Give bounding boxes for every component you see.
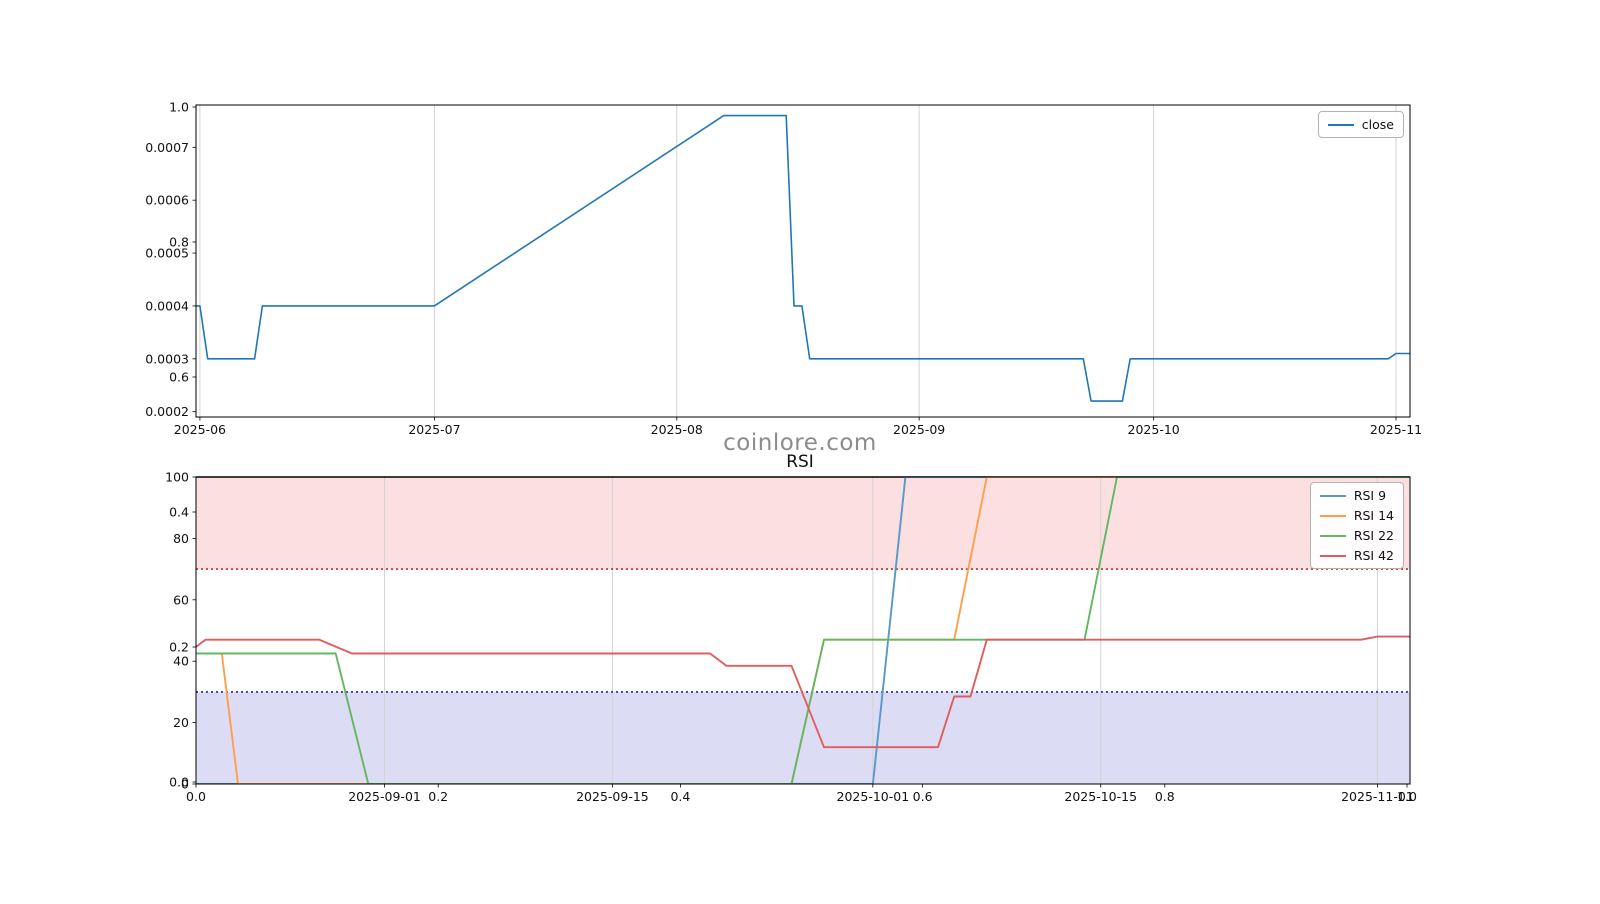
phantom-x-tick-label: 0.4	[670, 789, 690, 804]
legend-line-swatch	[1319, 554, 1346, 557]
x-tick-label: 2025-09-01	[348, 789, 421, 804]
legend-line-swatch	[1319, 534, 1346, 537]
chart-rsi: 2025-09-01 2025-09-15 2025-10-01 2025-10-15…	[165, 470, 1414, 805]
phantom-axis: 1.0 0.8 0.6 0.4 0.2 0.00.0 0.2 0.4 0.6 0.8 1.0	[169, 100, 1417, 805]
legend-price: close	[1317, 111, 1404, 138]
x-tick-label: 2025-08	[651, 422, 703, 437]
series-close	[196, 114, 1410, 402]
legend-rsi: RSI 9 RSI 14 RSI 22 RSI 42	[1309, 482, 1404, 569]
y-tick-label: 40	[173, 654, 189, 669]
legend-entry: RSI 42	[1319, 548, 1394, 563]
y-tick-label: 100	[165, 470, 189, 485]
y-tick-label: 60	[173, 592, 189, 607]
y-tick-label: 0.0007	[145, 140, 189, 155]
y-tick-label: 0.0004	[145, 298, 189, 313]
legend-label: close	[1361, 117, 1394, 132]
series-rsi-22	[196, 477, 1410, 784]
x-tick-label: 2025-10-15	[1064, 789, 1137, 804]
series-rsi-42	[196, 635, 1410, 749]
legend-label: RSI 14	[1353, 508, 1394, 523]
oversold-band	[196, 691, 1410, 784]
phantom-y-tick-label: 0.4	[169, 505, 189, 520]
y-tick-label: 20	[173, 715, 189, 730]
chart-price: 2025-06 2025-07 2025-08 2025-09 2025-10 2025-…	[145, 104, 1422, 437]
x-tick-label: 2025-09	[893, 422, 945, 437]
phantom-y-tick-label: 0.8	[169, 235, 189, 250]
legend-line-swatch	[1319, 514, 1346, 517]
y-tick-label: 80	[173, 531, 189, 546]
x-tick-label: 2025-06	[174, 422, 226, 437]
legend-line-swatch	[1319, 494, 1346, 497]
axes-frame	[195, 104, 1411, 418]
phantom-y-tick-label: 1.0	[169, 100, 189, 115]
legend-entry: RSI 22	[1319, 528, 1394, 543]
watermark: coinlore.com	[723, 430, 877, 456]
y-tick-label: 0.0003	[145, 351, 189, 366]
legend-entry: RSI 9	[1319, 488, 1394, 503]
phantom-y-tick-label: 0.6	[169, 370, 189, 385]
x-tick-label: 2025-11	[1370, 422, 1422, 437]
x-tick-label: 2025-11-01	[1341, 789, 1414, 804]
x-tick-label: 2025-07	[408, 422, 460, 437]
legend-entry: close	[1327, 117, 1394, 132]
y-tick-label: 0	[181, 777, 189, 792]
phantom-x-tick-label: 0.0	[186, 789, 206, 804]
phantom-x-tick-label: 0.8	[1155, 789, 1175, 804]
rsi-chart-title: RSI	[786, 452, 814, 472]
phantom-x-tick-label: 0.6	[913, 789, 933, 804]
legend-label: RSI 22	[1353, 528, 1394, 543]
x-tick-label: 2025-10-01	[837, 789, 910, 804]
phantom-x-tick-label: 0.2	[428, 789, 448, 804]
y-tick-label: 0.0005	[145, 246, 189, 261]
legend-label: RSI 9	[1353, 488, 1387, 503]
y-tick-label: 0.0006	[145, 193, 189, 208]
phantom-y-tick-label: 0.2	[169, 640, 189, 655]
axes-frame	[195, 476, 1411, 785]
overbought-band	[196, 477, 1410, 570]
phantom-x-tick-label: 1.0	[1397, 789, 1417, 804]
x-tick-label: 2025-10	[1128, 422, 1180, 437]
phantom-y-tick-label: 0.0	[169, 775, 189, 790]
legend-label: RSI 42	[1353, 548, 1394, 563]
legend-entry: RSI 14	[1319, 508, 1394, 523]
series-rsi-9	[196, 477, 1410, 784]
x-tick-label: 2025-09-15	[576, 789, 649, 804]
legend-line-swatch	[1327, 123, 1354, 126]
y-tick-label: 0.0002	[145, 404, 189, 419]
